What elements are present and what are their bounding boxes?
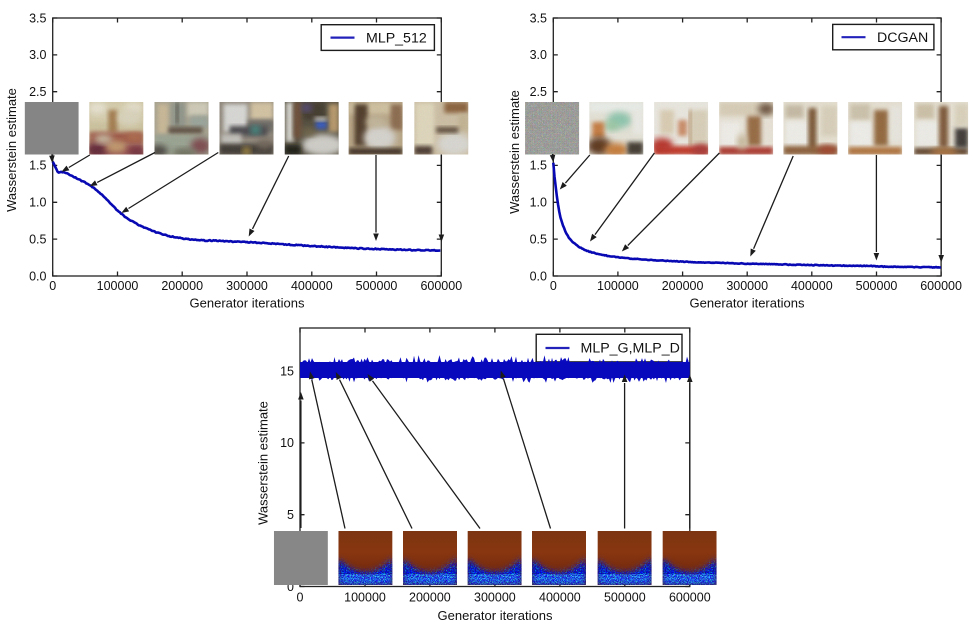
svg-text:0: 0	[49, 279, 56, 293]
svg-text:15: 15	[280, 364, 294, 378]
svg-text:Wasserstein estimate: Wasserstein estimate	[507, 90, 522, 214]
svg-text:Generator iterations: Generator iterations	[438, 608, 553, 623]
svg-text:0: 0	[550, 279, 557, 293]
svg-text:Wasserstein estimate: Wasserstein estimate	[4, 88, 19, 212]
svg-text:2.5: 2.5	[530, 85, 547, 99]
svg-text:400000: 400000	[291, 279, 333, 293]
svg-text:Generator iterations: Generator iterations	[190, 296, 305, 311]
svg-text:0: 0	[287, 580, 294, 594]
svg-text:DCGAN: DCGAN	[877, 30, 928, 46]
svg-text:3.0: 3.0	[29, 48, 46, 62]
svg-text:0: 0	[297, 591, 304, 605]
svg-text:200000: 200000	[161, 279, 203, 293]
svg-text:3.5: 3.5	[29, 11, 46, 25]
svg-text:300000: 300000	[726, 279, 768, 293]
svg-text:500000: 500000	[356, 279, 398, 293]
svg-text:MLP_512: MLP_512	[366, 30, 427, 46]
svg-text:Wasserstein estimate: Wasserstein estimate	[256, 401, 271, 525]
svg-text:100000: 100000	[597, 279, 639, 293]
svg-text:1.5: 1.5	[530, 159, 547, 173]
svg-text:400000: 400000	[791, 279, 833, 293]
svg-text:1.5: 1.5	[29, 159, 46, 173]
svg-text:5: 5	[287, 508, 294, 522]
svg-text:600000: 600000	[420, 279, 462, 293]
svg-text:2.5: 2.5	[29, 85, 46, 99]
svg-text:MLP_G,MLP_D: MLP_G,MLP_D	[581, 341, 680, 357]
svg-text:0.0: 0.0	[29, 269, 46, 283]
svg-text:3.0: 3.0	[530, 48, 547, 62]
svg-text:100000: 100000	[344, 591, 386, 605]
svg-text:600000: 600000	[920, 279, 962, 293]
svg-text:10: 10	[280, 436, 294, 450]
svg-text:Generator iterations: Generator iterations	[690, 296, 805, 311]
svg-text:200000: 200000	[662, 279, 704, 293]
svg-text:200000: 200000	[409, 591, 451, 605]
svg-text:0.5: 0.5	[29, 232, 46, 246]
svg-text:0.0: 0.0	[530, 269, 547, 283]
svg-text:400000: 400000	[539, 591, 581, 605]
svg-text:500000: 500000	[856, 279, 898, 293]
svg-text:300000: 300000	[474, 591, 516, 605]
svg-text:1.0: 1.0	[29, 196, 46, 210]
svg-text:100000: 100000	[97, 279, 139, 293]
svg-text:3.5: 3.5	[530, 11, 547, 25]
svg-text:600000: 600000	[669, 591, 711, 605]
svg-text:500000: 500000	[604, 591, 646, 605]
svg-text:0.5: 0.5	[530, 232, 547, 246]
svg-text:1.0: 1.0	[530, 196, 547, 210]
svg-text:300000: 300000	[226, 279, 268, 293]
